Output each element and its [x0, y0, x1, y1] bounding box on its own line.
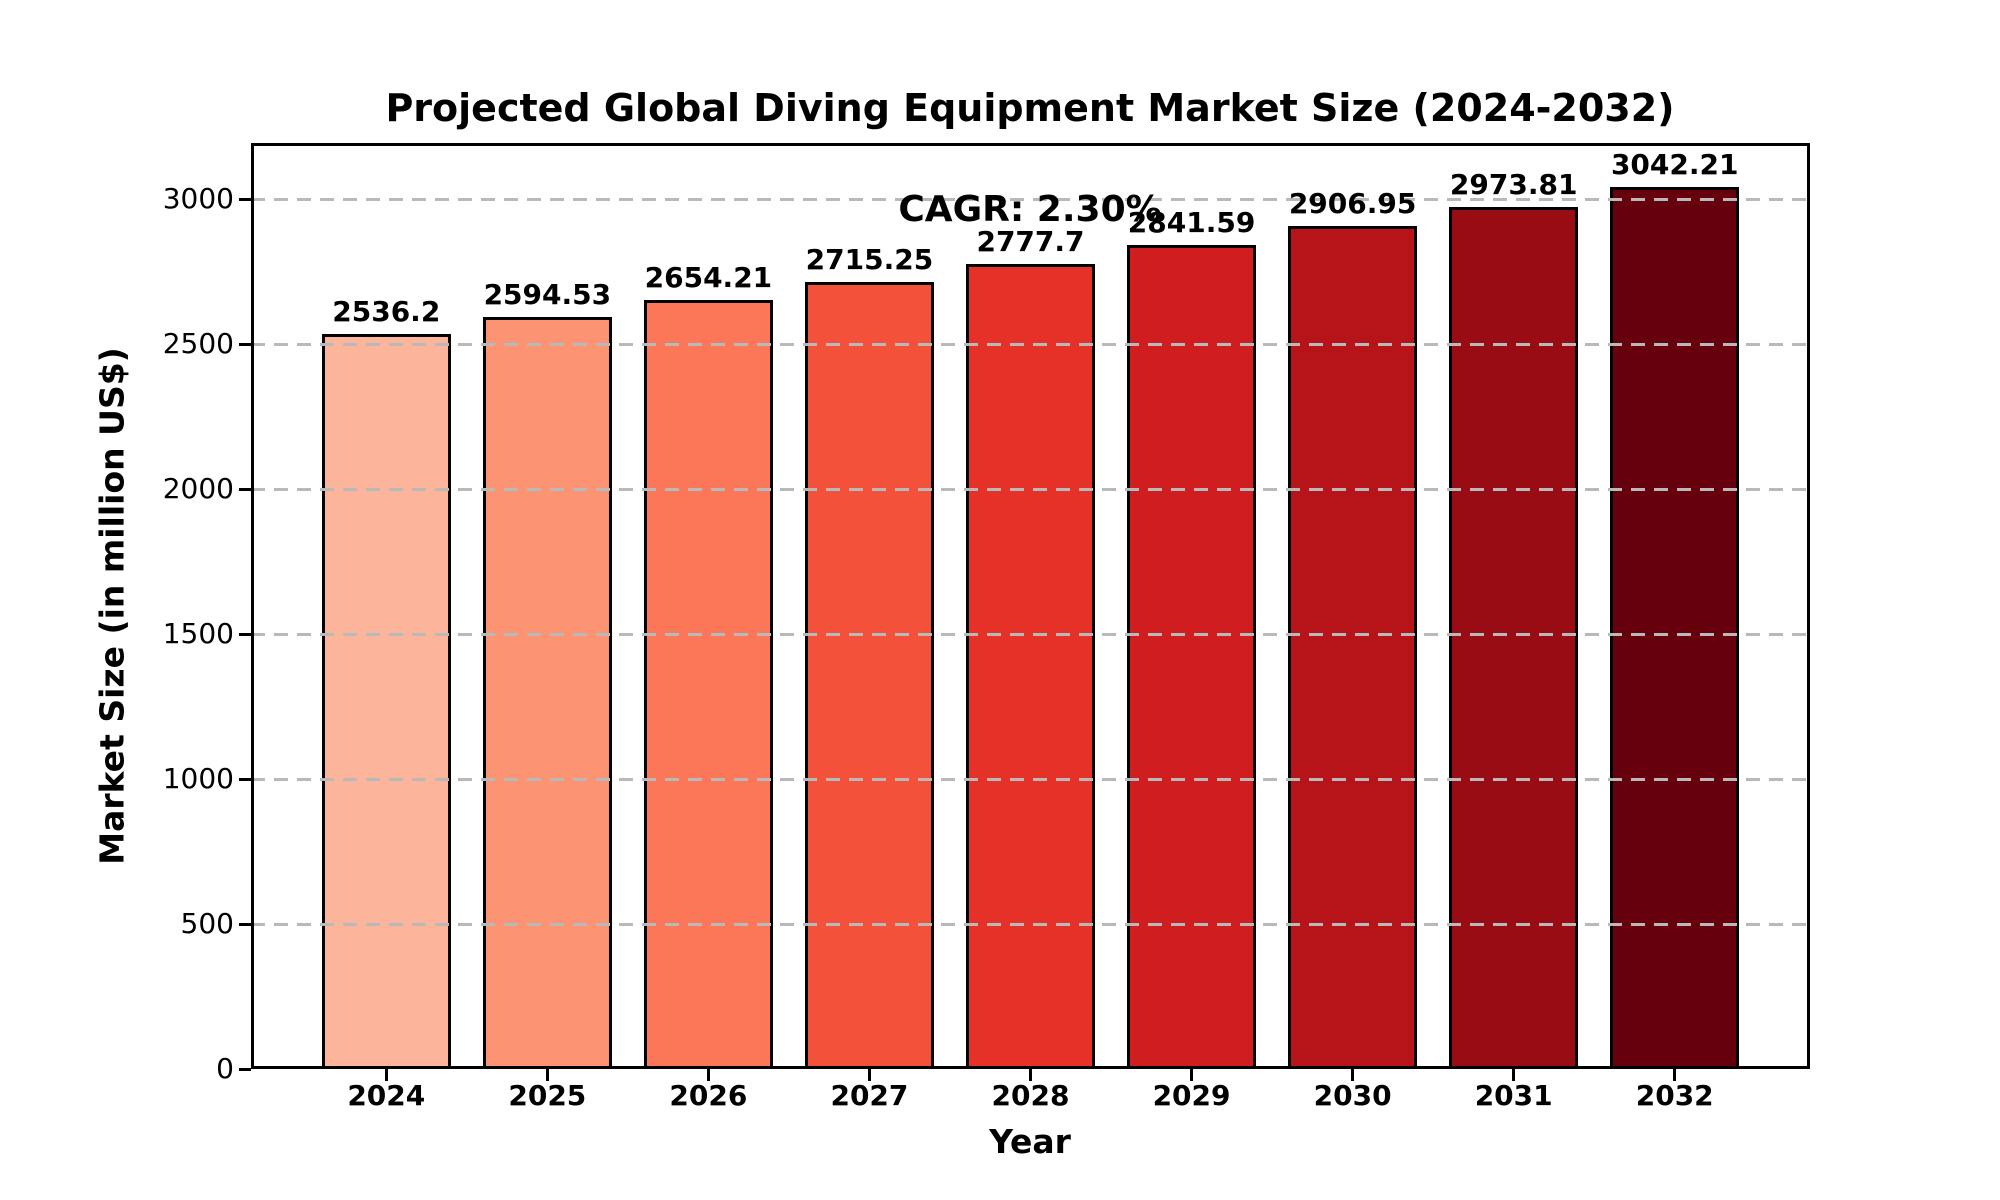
y-tick-mark-0 — [239, 1067, 251, 1071]
x-tick-mark-2032 — [1673, 1069, 1677, 1081]
bar-2025 — [482, 316, 612, 1069]
bar-value-label-2024: 2536.2 — [332, 294, 441, 328]
x-tick-label-2031: 2031 — [1474, 1079, 1553, 1112]
y-axis-title: Market Size (in million US$) — [92, 347, 132, 865]
y-tick-label-0: 0 — [216, 1052, 234, 1085]
x-tick-mark-2025 — [545, 1069, 549, 1081]
bar-2026 — [643, 299, 773, 1069]
x-tick-label-2032: 2032 — [1635, 1079, 1714, 1112]
x-tick-label-2024: 2024 — [347, 1079, 426, 1112]
y-tick-mark-3000 — [239, 197, 251, 201]
bar-value-label-2030: 2906.95 — [1288, 187, 1417, 221]
y-tick-label-500: 500 — [180, 907, 234, 941]
x-tick-label-2030: 2030 — [1313, 1079, 1392, 1112]
bar-2031 — [1449, 206, 1579, 1069]
gridline-1500 — [251, 632, 1810, 636]
x-tick-mark-2030 — [1351, 1069, 1355, 1081]
bar-value-label-2031: 2973.81 — [1449, 167, 1578, 201]
gridline-3000 — [251, 197, 1810, 201]
y-tick-label-2500: 2500 — [162, 327, 234, 361]
y-tick-mark-2000 — [239, 487, 251, 491]
x-tick-label-2029: 2029 — [1152, 1079, 1231, 1112]
x-axis-title: Year — [989, 1122, 1071, 1161]
bar-2027 — [805, 281, 934, 1069]
bar-2028 — [966, 263, 1095, 1069]
cagr-annotation: CAGR: 2.30% — [898, 189, 1162, 230]
y-tick-label-3000: 3000 — [162, 182, 234, 216]
x-tick-mark-2031 — [1512, 1069, 1516, 1081]
plot-area: 2536.2 2594.53 2654.21 2715.25 2777.7 2841.59… — [251, 143, 1810, 1069]
x-tick-label-2027: 2027 — [830, 1079, 909, 1112]
bar-value-label-2025: 2594.53 — [483, 277, 612, 311]
bar-value-label-2027: 2715.25 — [805, 242, 934, 276]
gridline-2000 — [251, 487, 1810, 491]
y-tick-mark-1500 — [239, 632, 251, 636]
y-tick-mark-1000 — [239, 777, 251, 781]
bar-2032 — [1610, 187, 1740, 1069]
gridline-2500 — [251, 342, 1810, 346]
bar-value-label-2032: 3042.21 — [1610, 148, 1739, 182]
x-tick-mark-2028 — [1029, 1069, 1032, 1081]
y-tick-mark-500 — [239, 922, 251, 926]
bar-2029 — [1127, 245, 1256, 1069]
bar-value-label-2029: 2841.59 — [1127, 206, 1256, 240]
gridline-1000 — [251, 777, 1810, 781]
x-tick-label-2028: 2028 — [991, 1079, 1070, 1112]
bar-value-label-2028: 2777.7 — [976, 224, 1085, 258]
bar-value-label-2026: 2654.21 — [644, 260, 773, 294]
chart-title: Projected Global Diving Equipment Market… — [385, 86, 1675, 130]
y-tick-mark-2500 — [239, 342, 251, 346]
gridline-500 — [251, 922, 1810, 926]
y-tick-label-1000: 1000 — [162, 762, 234, 796]
x-tick-mark-2024 — [384, 1069, 388, 1081]
x-tick-mark-2027 — [867, 1069, 871, 1081]
x-tick-label-2025: 2025 — [508, 1079, 587, 1112]
x-tick-label-2026: 2026 — [669, 1079, 748, 1112]
bar-2030 — [1288, 226, 1417, 1069]
bar-2024 — [321, 333, 451, 1069]
y-tick-label-2000: 2000 — [162, 472, 234, 506]
x-tick-mark-2026 — [706, 1069, 710, 1081]
y-tick-label-1500: 1500 — [162, 617, 234, 651]
x-tick-mark-2029 — [1190, 1069, 1194, 1081]
